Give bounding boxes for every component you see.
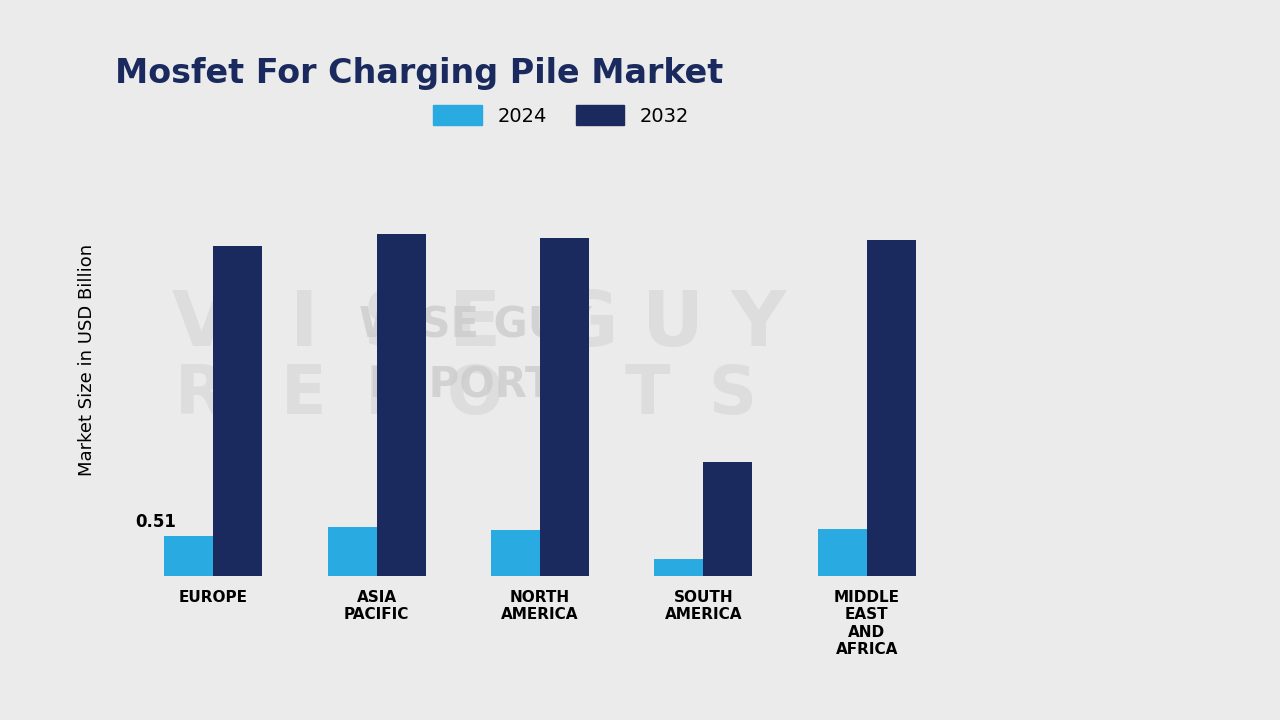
- Bar: [214, 246, 262, 576]
- Bar: [654, 559, 703, 576]
- Text: E: E: [282, 361, 326, 428]
- Text: O: O: [447, 361, 504, 428]
- Bar: [328, 527, 376, 576]
- Text: 0.51: 0.51: [136, 513, 177, 531]
- Text: I: I: [289, 289, 317, 362]
- Y-axis label: Market Size in USD Billion: Market Size in USD Billion: [78, 244, 96, 476]
- Text: G: G: [556, 289, 618, 362]
- Bar: [376, 234, 425, 576]
- Legend: 2024, 2032: 2024, 2032: [425, 98, 698, 134]
- Bar: [164, 536, 214, 576]
- Text: Mosfet For Charging Pile Market: Mosfet For Charging Pile Market: [115, 57, 723, 90]
- Bar: [818, 529, 867, 576]
- Bar: [540, 238, 589, 576]
- Text: U: U: [641, 289, 704, 362]
- Text: Y: Y: [731, 289, 786, 362]
- Text: WISE GUY: WISE GUY: [358, 305, 591, 346]
- Text: T: T: [625, 361, 669, 428]
- Text: P: P: [365, 361, 413, 428]
- Text: S: S: [709, 361, 756, 428]
- Text: R: R: [175, 361, 227, 428]
- Text: E: E: [449, 289, 502, 362]
- Text: R: R: [535, 361, 586, 428]
- Bar: [492, 531, 540, 576]
- Text: V: V: [172, 289, 230, 362]
- Bar: [703, 462, 753, 576]
- Circle shape: [580, 110, 1220, 720]
- Text: REPORTS: REPORTS: [367, 365, 584, 407]
- Bar: [867, 240, 915, 576]
- Text: S: S: [362, 289, 417, 362]
